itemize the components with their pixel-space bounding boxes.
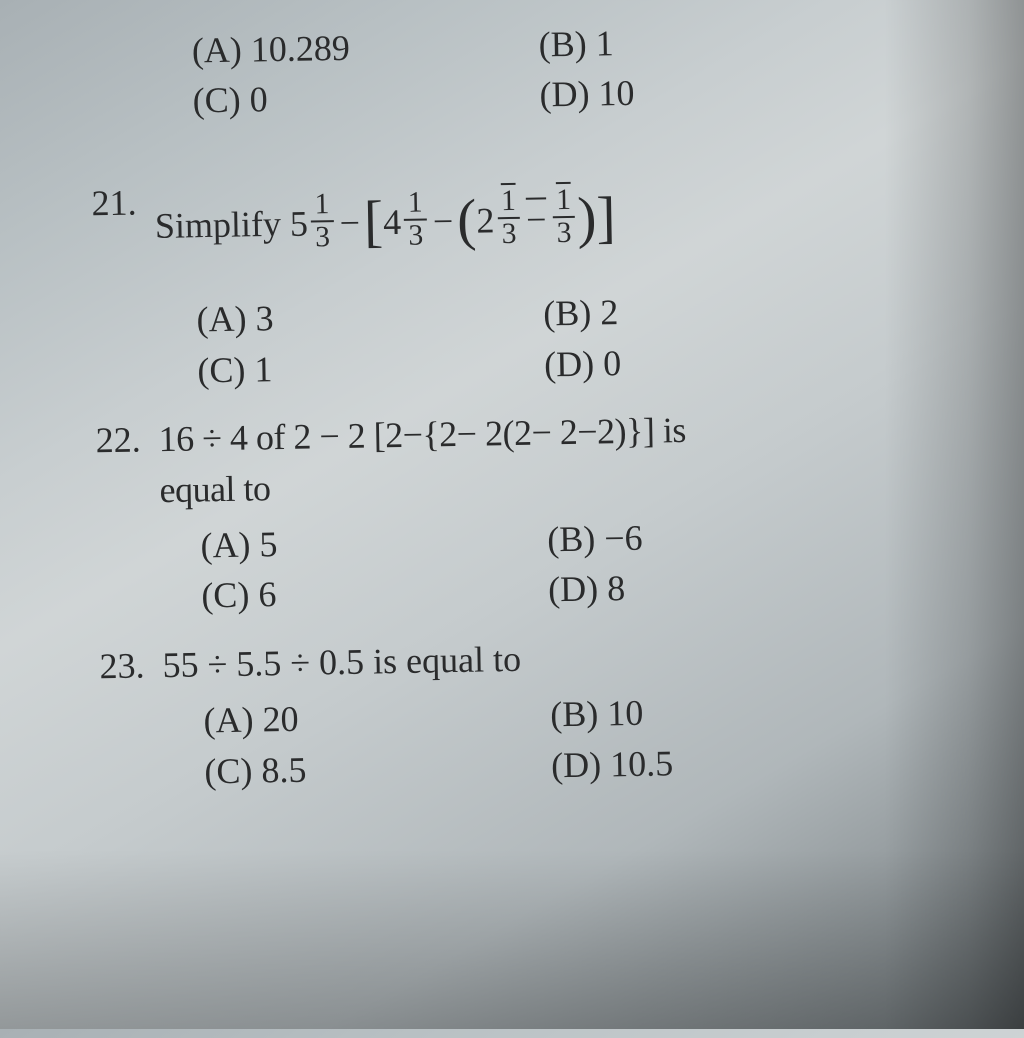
opt-label: (C) xyxy=(192,80,250,121)
q22-stem-line2: equal to xyxy=(159,468,271,510)
opt-label: (D) xyxy=(548,569,608,610)
q22-stem-left: 16 ÷ 4 xyxy=(158,418,247,460)
q23-number: 23. xyxy=(82,640,163,692)
q23-option-b: (B) 10 xyxy=(550,684,898,740)
q23-option-d: (D) 10.5 xyxy=(551,734,899,790)
frac-whole: 4 xyxy=(382,182,401,261)
opt-label: (B) xyxy=(550,694,608,735)
q21-stem: Simplify 513 − [ 413 − ( 213 − 13 ) ] xyxy=(154,149,950,290)
opt-label: (B) xyxy=(547,518,605,559)
q21-options: (A) 3 (B) 2 (C) 1 (D) 0 xyxy=(76,282,952,398)
q22-stem-right: 2 − 2 [2−{2− 2(2− 2−2)}] xyxy=(293,411,655,457)
opt-value: 0 xyxy=(249,80,268,120)
opt-label: (C) xyxy=(204,750,262,791)
q21-expression: 513 − [ 413 − ( 213 − 13 ) ] xyxy=(289,155,617,287)
opt-label: (D) xyxy=(551,744,611,785)
q21-option-a: (A) 3 xyxy=(196,289,544,345)
q22-options: (A) 5 (B) −6 (C) 6 (D) 8 xyxy=(80,507,956,623)
frac-num: 1 xyxy=(552,185,575,218)
opt-label: (A) xyxy=(203,700,263,741)
q22-option-b: (B) −6 xyxy=(547,508,895,564)
q22-stem-mid: of xyxy=(256,417,294,458)
q22-number: 22. xyxy=(78,414,159,466)
q22-option-c: (C) 6 xyxy=(201,565,549,621)
opt-value: 1 xyxy=(595,23,614,63)
opt-label: (B) xyxy=(538,23,596,64)
q20-option-d: (D) 10 xyxy=(539,64,887,120)
frac-num: 1 xyxy=(310,190,333,223)
opt-value: 1 xyxy=(254,349,273,389)
opt-label: (A) xyxy=(192,29,252,70)
q21-number: 21. xyxy=(74,163,155,244)
q21-option-b: (B) 2 xyxy=(543,283,891,339)
q22-option-a: (A) 5 xyxy=(200,514,548,570)
opt-value: 6 xyxy=(258,575,277,615)
q21-prefix: Simplify xyxy=(155,203,291,245)
opt-label: (C) xyxy=(201,575,259,616)
opt-value: 0 xyxy=(603,343,622,383)
opt-value: 20 xyxy=(262,699,299,740)
q20-options: (A) 10.289 (B) 1 (C) 0 (D) 10 xyxy=(71,12,947,128)
opt-value: 3 xyxy=(255,299,274,339)
opt-label: (C) xyxy=(197,349,255,390)
q20-option-a: (A) 10.289 xyxy=(191,19,539,75)
opt-value: 10 xyxy=(607,693,644,734)
q21-option-c: (C) 1 xyxy=(197,339,545,395)
q22-option-d: (D) 8 xyxy=(548,559,896,615)
q20-option-b: (B) 1 xyxy=(538,13,886,69)
q22: 22. 16 ÷ 4 of 2 − 2 [2−{2− 2(2− 2−2)}] i… xyxy=(78,401,954,517)
frac-num: 1 xyxy=(497,186,520,219)
frac-den: 3 xyxy=(311,222,334,253)
opt-value: 8 xyxy=(607,568,626,608)
opt-value: 10.5 xyxy=(610,743,674,784)
opt-label: (A) xyxy=(200,524,260,565)
q22-stem: 16 ÷ 4 of 2 − 2 [2−{2− 2(2− 2−2)}] is eq… xyxy=(158,401,954,516)
opt-value: 10.289 xyxy=(250,28,350,70)
opt-label: (D) xyxy=(539,74,599,115)
page-content: (A) 10.289 (B) 1 (C) 0 (D) 10 21. Simpli… xyxy=(0,0,1024,1038)
frac-den: 3 xyxy=(552,218,575,249)
opt-value: −6 xyxy=(604,518,643,559)
opt-value: 2 xyxy=(600,293,619,333)
q23-option-c: (C) 8.5 xyxy=(204,740,552,796)
q23: 23. 55 ÷ 5.5 ÷ 0.5 is equal to xyxy=(82,626,957,692)
q23-option-a: (A) 20 xyxy=(203,690,551,746)
opt-label: (A) xyxy=(196,299,256,340)
q21: 21. Simplify 513 − [ 413 − ( 213 − 13 ) … xyxy=(74,149,950,291)
opt-value: 8.5 xyxy=(261,749,307,790)
q20-option-c: (C) 0 xyxy=(192,70,540,126)
opt-label: (D) xyxy=(544,343,604,384)
frac-den: 3 xyxy=(497,219,520,250)
frac-whole: 2 xyxy=(476,181,495,260)
frac-num: 1 xyxy=(404,188,427,221)
opt-value: 10 xyxy=(598,73,635,114)
opt-label: (B) xyxy=(543,293,601,334)
q23-stem: 55 ÷ 5.5 ÷ 0.5 is equal to xyxy=(162,626,957,690)
q22-stem-tail: is xyxy=(663,410,687,450)
frac-whole: 5 xyxy=(289,184,308,263)
frac-den: 3 xyxy=(404,221,427,252)
q21-option-d: (D) 0 xyxy=(544,333,892,389)
q23-options: (A) 20 (B) 10 (C) 8.5 (D) 10.5 xyxy=(83,682,959,798)
opt-value: 5 xyxy=(259,524,278,564)
